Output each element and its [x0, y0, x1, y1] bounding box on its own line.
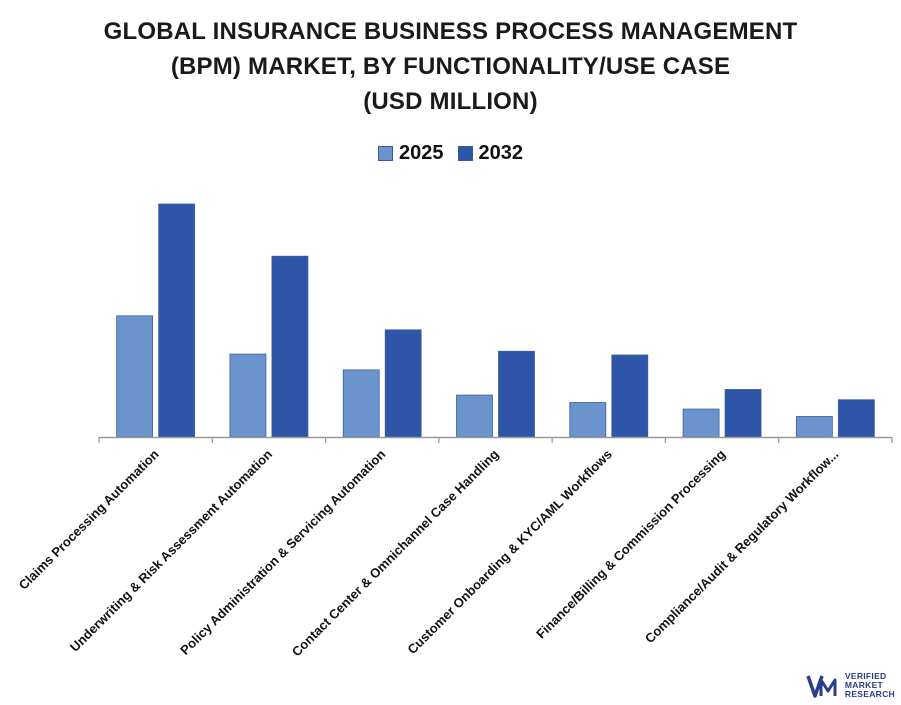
x-tick-label-2: Underwriting & Risk Assessment Automatio…: [67, 446, 275, 654]
x-tick-label-7: Compliance/Audit & Regulatory Workflow..…: [642, 447, 842, 647]
legend-swatch-2025: [378, 145, 393, 161]
logo: VERIFIED MARKET RESEARCH: [806, 672, 895, 699]
legend-swatch-2032: [457, 145, 473, 161]
bar-2025-5: [569, 402, 607, 438]
x-tick-label-4: Contact Center & Omnichannel Case Handli…: [289, 446, 502, 659]
bar-2025-6: [682, 408, 720, 438]
bar-2032-2: [271, 255, 309, 438]
bar-2025-2: [229, 353, 267, 438]
bar-2025-3: [342, 369, 380, 438]
title-line-2: (BPM) MARKET, BY FUNCTIONALITY/USE CASE: [170, 53, 731, 80]
bar-2032-4: [498, 350, 535, 438]
x-tick-label-6: Finance/Billing & Commission Processing: [533, 446, 728, 641]
logo-line-3: RESEARCH: [844, 689, 895, 699]
bar-2032-6: [724, 389, 762, 438]
legend-label-2025: 2025: [399, 142, 444, 164]
bar-2032-7: [837, 399, 875, 438]
legend: 2025 2032: [0, 141, 901, 165]
bar-2025-1: [116, 315, 154, 438]
bar-2025-7: [795, 416, 833, 438]
logo-line-2: MARKET: [844, 680, 884, 690]
bar-2032-3: [384, 329, 422, 438]
vmr-logo-icon: [806, 674, 837, 698]
x-tick-label-5: Customer Onboarding & KYC/AML Workflows: [404, 447, 614, 657]
x-tick-label-3: Policy Administration & Servicing Automa…: [177, 446, 388, 657]
bar-2032-1: [158, 203, 196, 438]
bar-2025-4: [456, 394, 493, 438]
legend-label-2032: 2032: [478, 142, 524, 164]
legend-item-2025: 2025: [378, 141, 444, 165]
legend-item-2032: 2032: [457, 141, 524, 165]
title-line-3: (USD MILLION): [363, 88, 538, 115]
bar-2032-5: [611, 354, 649, 438]
logo-text: VERIFIED MARKET RESEARCH: [845, 672, 895, 699]
title-line-1: GLOBAL INSURANCE BUSINESS PROCESS MANAGE…: [103, 18, 798, 45]
chart-title: GLOBAL INSURANCE BUSINESS PROCESS MANAGE…: [0, 14, 901, 119]
logo-line-1: VERIFIED: [844, 671, 887, 681]
